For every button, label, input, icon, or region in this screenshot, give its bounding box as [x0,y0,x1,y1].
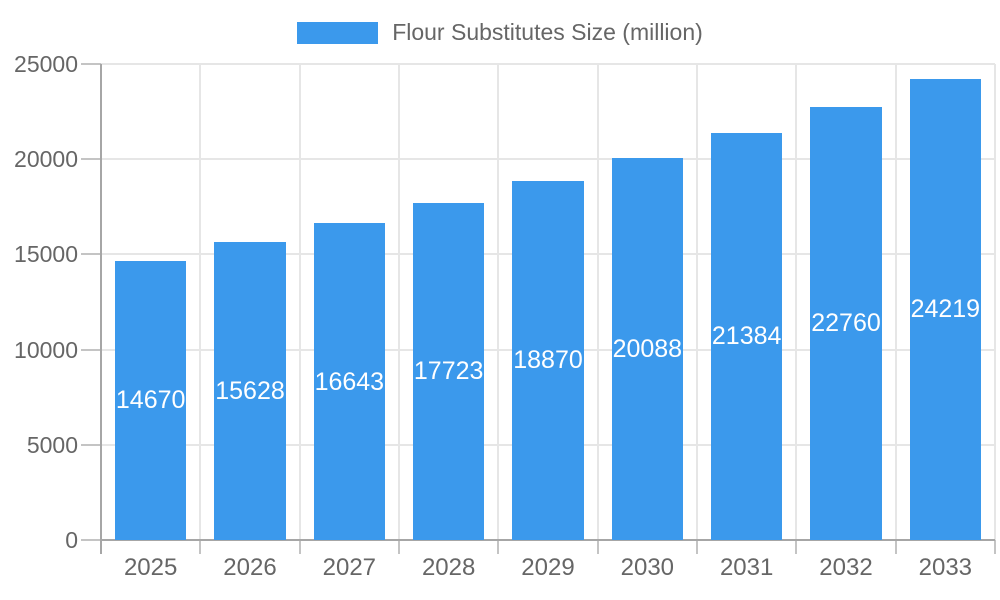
y-axis-tick [81,539,101,541]
y-axis-tick-label: 5000 [26,431,78,458]
legend[interactable]: Flour Substitutes Size (million) [0,19,1000,46]
x-axis-tick [199,540,202,554]
bar-value-label: 21384 [711,322,782,351]
x-axis-line [101,539,995,541]
gridline-vertical [398,64,400,540]
gridline-horizontal [101,158,995,161]
x-axis-tick-label: 2025 [123,554,178,581]
x-axis-tick [894,540,897,554]
x-axis-tick-label: 2028 [421,554,476,581]
bar-2027[interactable] [313,223,386,540]
bar-value-label: 16643 [314,367,385,396]
x-axis-tick [100,540,102,554]
gridline-vertical [894,64,897,540]
gridline-vertical [497,64,500,540]
y-axis-tick-label: 15000 [14,241,78,268]
bar-value-label: 18870 [513,346,583,375]
bar-2032[interactable] [810,106,882,540]
x-axis-tick [696,540,698,554]
y-axis-tick [81,63,101,65]
y-axis-tick-label: 20000 [14,146,78,173]
x-axis-tick [497,540,500,554]
y-axis-tick-label: 0 [65,527,78,553]
bar-2031[interactable] [710,132,783,540]
bar-value-label: 24219 [910,295,981,324]
x-axis-tick-label: 2026 [223,554,277,581]
x-axis-tick-label: 2033 [918,554,973,581]
y-axis-tick [81,253,101,256]
bar-2029[interactable] [512,180,584,540]
x-axis-tick-label: 2029 [521,554,575,581]
bar-2025[interactable] [114,260,187,540]
gridline-vertical [994,64,996,540]
bar-value-label: 20088 [612,334,683,363]
y-axis-tick [81,158,101,161]
bar-2028[interactable] [412,202,485,540]
legend-swatch [297,21,379,44]
x-axis-tick [994,540,996,554]
x-axis-tick [298,540,301,554]
y-axis-tick-label: 10000 [14,336,78,363]
bar-value-label: 22760 [811,309,881,338]
x-axis-tick-label: 2032 [819,554,873,581]
gridline-vertical [298,64,301,540]
x-axis-tick [596,540,599,554]
bar-2030[interactable] [611,157,684,540]
gridline-horizontal [101,63,995,65]
bar-value-label: 14670 [115,386,186,415]
legend-label: Flour Substitutes Size (million) [392,19,703,45]
y-axis-tick [81,348,101,351]
x-axis-tick [398,540,400,554]
y-axis-tick [81,443,101,446]
bar-value-label: 15628 [215,377,285,406]
gridline-vertical [199,64,202,540]
gridline-vertical [696,64,698,540]
y-axis-line [100,64,102,540]
x-axis-tick-label: 2027 [322,554,377,581]
bar-value-label: 17723 [413,357,484,386]
y-axis-tick-label: 25000 [14,51,78,77]
x-axis-tick-label: 2031 [719,554,774,581]
x-axis-tick [795,540,798,554]
x-axis-tick-label: 2030 [620,554,675,581]
gridline-vertical [596,64,599,540]
gridline-vertical [795,64,798,540]
bar-2033[interactable] [909,78,982,540]
bar-2026[interactable] [214,242,286,540]
